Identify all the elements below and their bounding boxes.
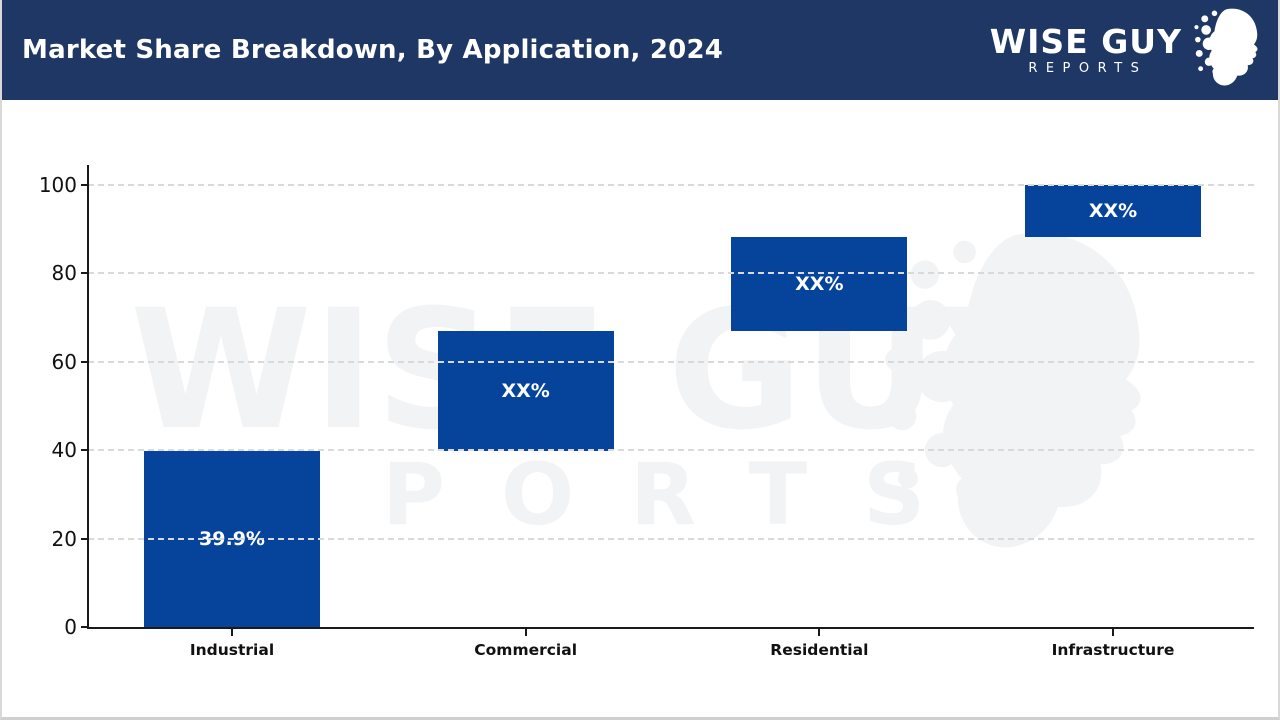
- y-tick-label-40: 40: [51, 438, 77, 463]
- wiseguy-logo: WISE GUY REPORTS: [990, 5, 1278, 95]
- x-tick-label-residential: Residential: [770, 641, 869, 659]
- bar-value-label-residential: XX%: [795, 273, 844, 296]
- watermark-text-2: PORTS: [382, 445, 982, 545]
- x-tick-infrastructure: [1112, 629, 1114, 636]
- y-tick-60: [81, 360, 88, 363]
- y-tick-label-60: 60: [51, 349, 77, 374]
- y-axis-line: [87, 165, 89, 629]
- y-tick-label-20: 20: [51, 526, 77, 551]
- logo-head-icon: [1194, 8, 1258, 86]
- y-tick-80: [81, 272, 88, 275]
- bar-infrastructure: XX%: [1025, 185, 1201, 238]
- gridline-40: [88, 449, 1254, 452]
- header: Market Share Breakdown, By Application, …: [2, 0, 1278, 100]
- y-tick-0: [81, 626, 88, 628]
- y-tick-40: [81, 449, 88, 452]
- gridline-20: [88, 537, 1254, 540]
- logo-subtitle-text: REPORTS: [1028, 60, 1148, 76]
- bar-value-label-commercial: XX%: [501, 379, 550, 402]
- gridline-100: [88, 184, 1254, 186]
- page-title: Market Share Breakdown, By Application, …: [22, 35, 724, 65]
- x-tick-industrial: [231, 629, 233, 636]
- x-tick-commercial: [524, 629, 527, 636]
- bar-commercial: XX%: [437, 331, 614, 451]
- y-tick-100: [81, 184, 88, 186]
- y-tick-label-100: 100: [38, 173, 77, 197]
- y-tick-20: [81, 537, 88, 540]
- bar-residential: XX%: [731, 237, 908, 332]
- x-tick-residential: [818, 629, 821, 636]
- bar-value-label-infrastructure: XX%: [1088, 200, 1138, 223]
- gridline-60: [88, 360, 1254, 363]
- x-tick-label-industrial: Industrial: [189, 641, 275, 659]
- gridline-80: [88, 272, 1254, 275]
- x-tick-label-infrastructure: Infrastructure: [1051, 641, 1175, 659]
- y-tick-label-80: 80: [51, 261, 77, 286]
- logo-wordmark: WISE GUY REPORTS: [990, 25, 1182, 76]
- x-tick-label-commercial: Commercial: [474, 641, 578, 659]
- x-axis-line: [87, 627, 1254, 629]
- y-tick-label-0: 0: [64, 615, 77, 639]
- logo-title-text: WISE GUY: [989, 21, 1182, 61]
